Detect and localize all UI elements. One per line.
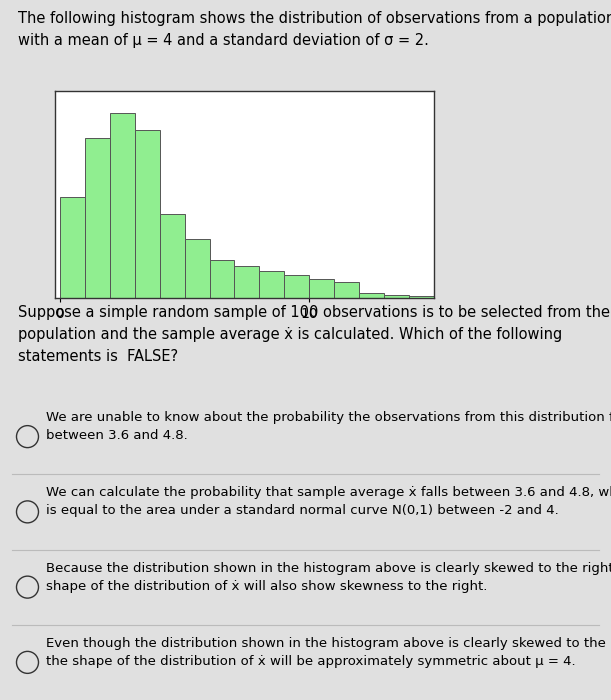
Bar [60, 197, 85, 298]
Bar [235, 266, 259, 298]
Text: The following histogram shows the distribution of observations from a population: The following histogram shows the distri… [18, 10, 611, 48]
Bar [210, 260, 235, 298]
Bar [259, 271, 284, 298]
Text: Even though the distribution shown in the histogram above is clearly skewed to t: Even though the distribution shown in th… [46, 637, 611, 668]
Bar [384, 295, 409, 298]
Bar [185, 239, 210, 298]
Bar [409, 296, 434, 297]
Text: We can calculate the probability that sample average ẋ falls between 3.6 and 4.8: We can calculate the probability that sa… [46, 486, 611, 517]
Text: Because the distribution shown in the histogram above is clearly skewed to the r: Because the distribution shown in the hi… [46, 561, 611, 592]
Bar [284, 275, 309, 298]
Text: We are unable to know about the probability the observations from this distribut: We are unable to know about the probabil… [46, 411, 611, 442]
Bar [309, 279, 334, 298]
Text: Suppose a simple random sample of 100 observations is to be selected from the
po: Suppose a simple random sample of 100 ob… [18, 304, 610, 364]
Bar [135, 130, 159, 298]
Bar [110, 113, 135, 298]
Bar [359, 293, 384, 298]
Bar [159, 214, 185, 298]
Bar [85, 139, 110, 298]
Bar [334, 282, 359, 298]
